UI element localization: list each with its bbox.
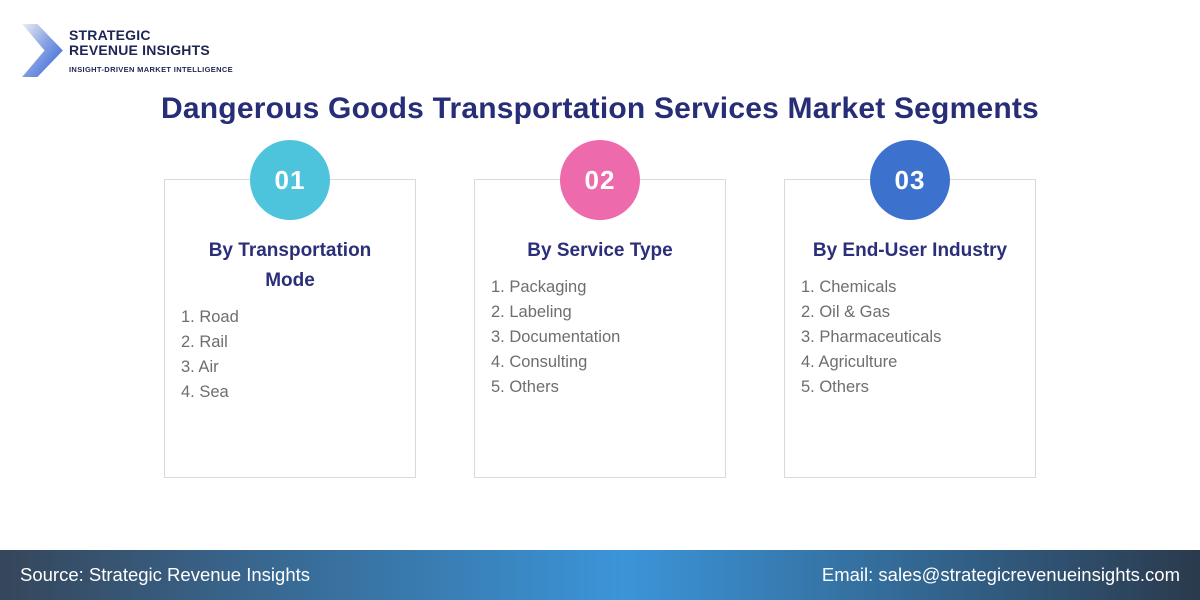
segment-title: By Transportation Mode (208, 240, 372, 291)
segment-title: By End-User Industry (812, 240, 1008, 261)
segment-list-item: 1. Chemicals (801, 278, 897, 296)
brand-chevron-icon (22, 24, 63, 77)
segment-number: 02 (584, 164, 616, 195)
segment-card: 02 By Service Type 1. Packaging 2. Labeli… (474, 140, 726, 478)
footer-source: Source: Strategic Revenue Insights (20, 564, 310, 585)
segment-list-item: 4. Agriculture (801, 353, 898, 371)
segment-list: 1. Packaging 2. Labeling 3. Documentation 4… (475, 275, 725, 400)
segment-list-item: 2. Oil & Gas (801, 303, 890, 321)
segment-list-item: 5. Others (491, 378, 559, 396)
segment-list-item: 3. Documentation (491, 328, 621, 346)
segment-list-item: 3. Pharmaceuticals (801, 328, 942, 346)
brand-name-line2: REVENUE INSIGHTS (69, 42, 210, 58)
segment-list-item: 2. Rail (181, 333, 228, 351)
segment-cards: 01 By Transportation Mode 1. Road 2. Rail… (0, 140, 1200, 478)
segment-list: 1. Road 2. Rail 3. Air 4. Sea (165, 305, 415, 405)
brand-tagline: INSIGHT-DRIVEN MARKET INTELLIGENCE (69, 65, 233, 74)
segment-number-badge: 03 (870, 140, 950, 220)
segment-list-item: 1. Packaging (491, 278, 587, 296)
segment-number: 03 (894, 164, 926, 195)
brand-logo: STRATEGIC REVENUE INSIGHTS INSIGHT-DRIVE… (22, 24, 233, 77)
brand-text: STRATEGIC REVENUE INSIGHTS INSIGHT-DRIVE… (69, 24, 233, 75)
segment-list-item: 4. Consulting (491, 353, 588, 371)
segment-number-badge: 01 (250, 140, 330, 220)
footer-email: Email: sales@strategicrevenueinsights.co… (821, 564, 1180, 585)
segment-list-item: 3. Air (181, 358, 219, 376)
segment-list-item: 1. Road (181, 308, 239, 326)
segment-list-item: 5. Others (801, 378, 869, 396)
segment-list-item: 4. Sea (181, 383, 229, 401)
footer-bar: Source: Strategic Revenue Insights Email… (0, 550, 1200, 600)
segment-number-badge: 02 (560, 140, 640, 220)
segment-card: 01 By Transportation Mode 1. Road 2. Rail… (164, 140, 416, 478)
brand-name: STRATEGIC REVENUE INSIGHTS (69, 28, 233, 58)
brand-name-line1: STRATEGIC (69, 27, 151, 43)
segment-list-item: 2. Labeling (491, 303, 572, 321)
segment-number: 01 (274, 164, 306, 195)
segment-card: 03 By End-User Industry 1. Chemicals 2. O… (784, 140, 1036, 478)
segment-title: By Service Type (527, 240, 673, 261)
page-title: Dangerous Goods Transportation Services … (161, 92, 1039, 125)
segment-list: 1. Chemicals 2. Oil & Gas 3. Pharmaceutica… (785, 275, 1035, 400)
